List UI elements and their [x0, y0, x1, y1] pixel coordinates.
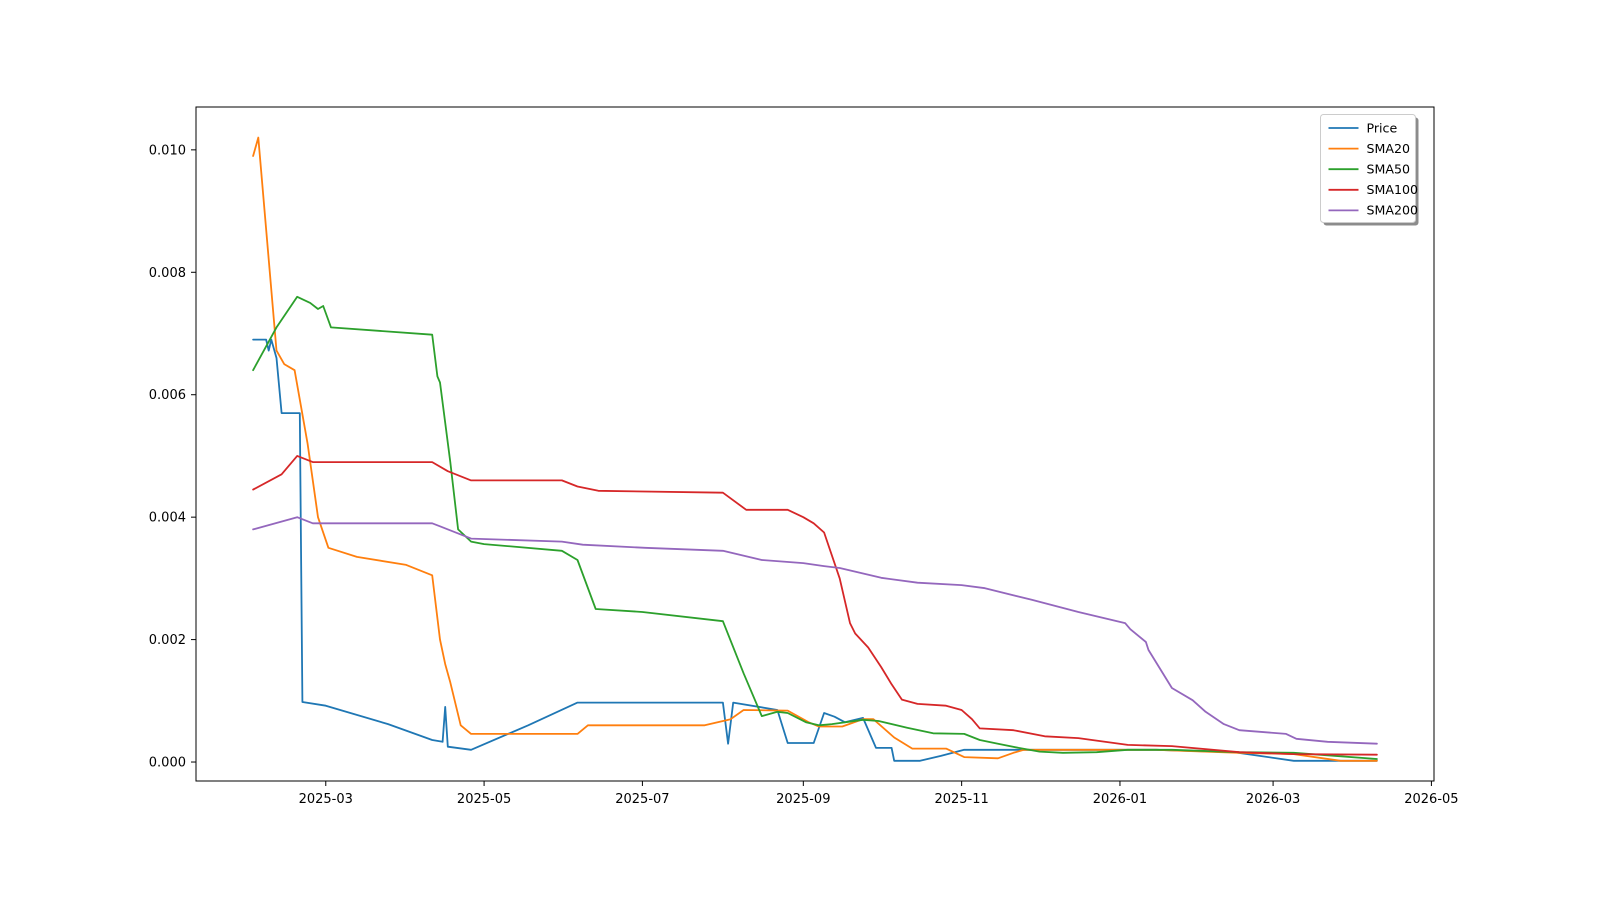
y-tick-label: 0.004	[149, 511, 186, 526]
x-tick-label: 2025-11	[934, 792, 988, 807]
y-axis: 0.000 0.002 0.004 0.006 0.008 0.010	[149, 143, 196, 771]
sma50-line	[252, 295, 1378, 760]
x-tick-label: 2025-07	[615, 792, 669, 807]
legend-label-price: Price	[1367, 120, 1398, 135]
x-tick-label: 2025-09	[776, 792, 830, 807]
y-tick-label: 0.002	[149, 633, 186, 648]
legend-label-sma20: SMA20	[1367, 141, 1411, 156]
legend-label-sma100: SMA100	[1367, 182, 1419, 197]
x-axis: 2025-03 2025-05 2025-07 2025-09 2025-11 2026-…	[299, 781, 1459, 807]
x-tick-label: 2025-05	[457, 792, 511, 807]
x-tick-label: 2026-05	[1404, 792, 1458, 807]
y-tick-label: 0.008	[149, 266, 186, 281]
series-layer	[252, 136, 1378, 762]
sma100-line	[252, 454, 1378, 756]
legend: Price SMA20 SMA50 SMA100 SMA200	[1320, 114, 1419, 226]
y-tick-label: 0.000	[149, 756, 186, 771]
legend-label-sma50: SMA50	[1367, 162, 1411, 177]
price-line	[252, 338, 1378, 762]
legend-box	[1320, 114, 1416, 223]
x-tick-label: 2025-03	[299, 792, 353, 807]
sma200-line	[252, 516, 1378, 745]
x-tick-label: 2026-03	[1246, 792, 1300, 807]
sma20-line	[252, 136, 1378, 762]
legend-label-sma200: SMA200	[1367, 203, 1419, 218]
y-tick-label: 0.010	[149, 143, 186, 158]
x-tick-label: 2026-01	[1093, 792, 1147, 807]
plot-area-border	[195, 106, 1435, 782]
y-tick-label: 0.006	[149, 388, 186, 403]
